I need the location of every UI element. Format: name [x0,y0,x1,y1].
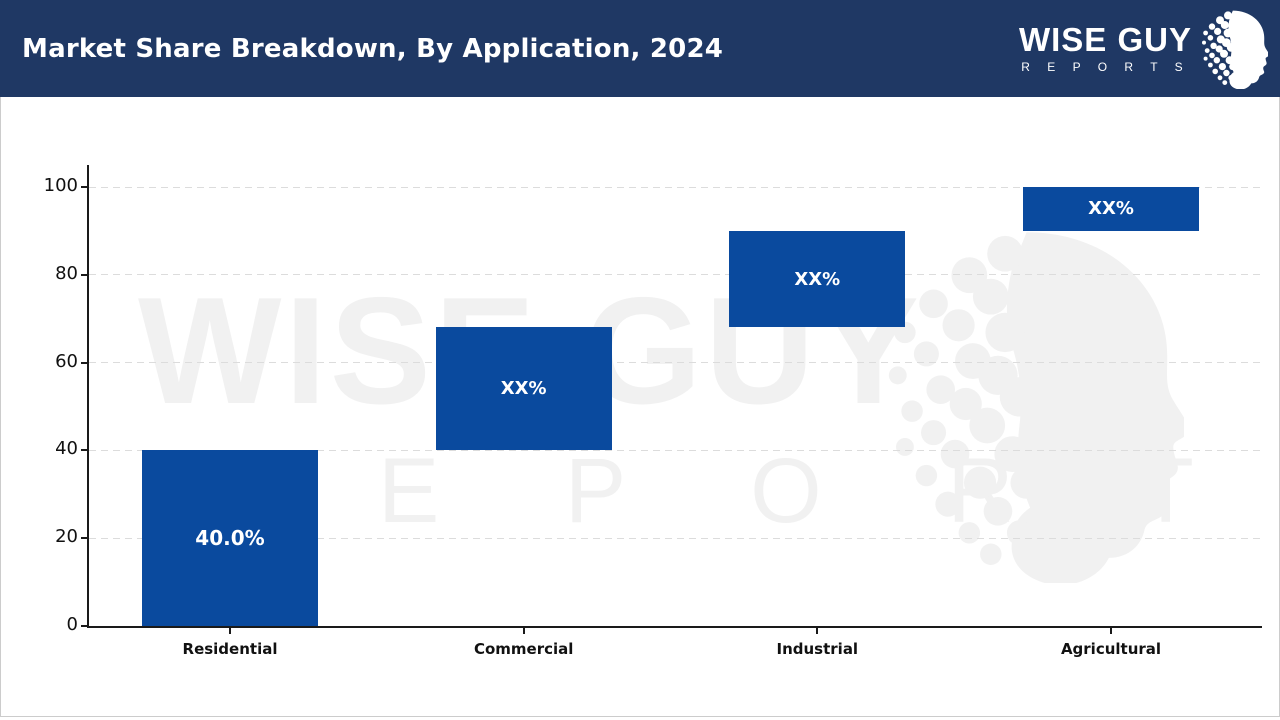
grid-line [89,362,1262,364]
bar-agricultural: XX% [1023,187,1199,231]
bar-value-label: XX% [1088,198,1134,220]
y-axis-line [87,165,89,628]
y-tick-label: 60 [55,350,78,372]
y-tick-label: 40 [55,438,78,460]
bar-commercial: XX% [435,327,612,451]
y-axis-tick [81,273,89,276]
header-bar: Market Share Breakdown, By Application, … [0,0,1280,97]
x-axis-tick [1110,628,1112,634]
grid-line [89,186,1262,188]
x-category-label: Industrial [776,640,859,658]
page-title: Market Share Breakdown, By Application, … [22,33,724,64]
bar-residential: 40.0% [142,450,318,626]
x-category-label: Commercial [473,640,574,658]
y-axis-tick [81,537,89,540]
x-category-label: Agricultural [1060,640,1162,658]
grid-line [89,274,1262,276]
x-category-label: Residential [182,640,278,658]
y-tick-label: 80 [55,262,78,284]
bar-value-label: 40.0% [195,526,265,551]
y-tick-label: 100 [43,175,78,196]
x-axis-line [87,626,1262,628]
bar-industrial: XX% [729,230,906,328]
y-axis-tick [81,625,89,627]
x-axis-tick [816,628,819,634]
y-axis-tick [81,449,89,452]
x-axis-tick [229,628,231,634]
grid-line [89,537,1262,539]
logo-head-icon [1202,10,1268,89]
bar-value-label: XX% [500,378,547,400]
logo-text: WISE GUY R E P O R T S [1019,23,1192,74]
y-axis-tick [81,186,89,188]
x-axis-tick [522,628,525,634]
wise-guy-logo: WISE GUY R E P O R T S [1019,0,1268,97]
y-tick-label: 20 [55,526,78,548]
y-tick-label: 0 [66,614,78,635]
logo-wordmark: WISE GUY [1018,21,1192,58]
y-axis-tick [81,361,89,364]
logo-subtitle: R E P O R T S [1021,60,1190,74]
bar-value-label: XX% [794,268,841,290]
grid-line [89,449,1262,451]
